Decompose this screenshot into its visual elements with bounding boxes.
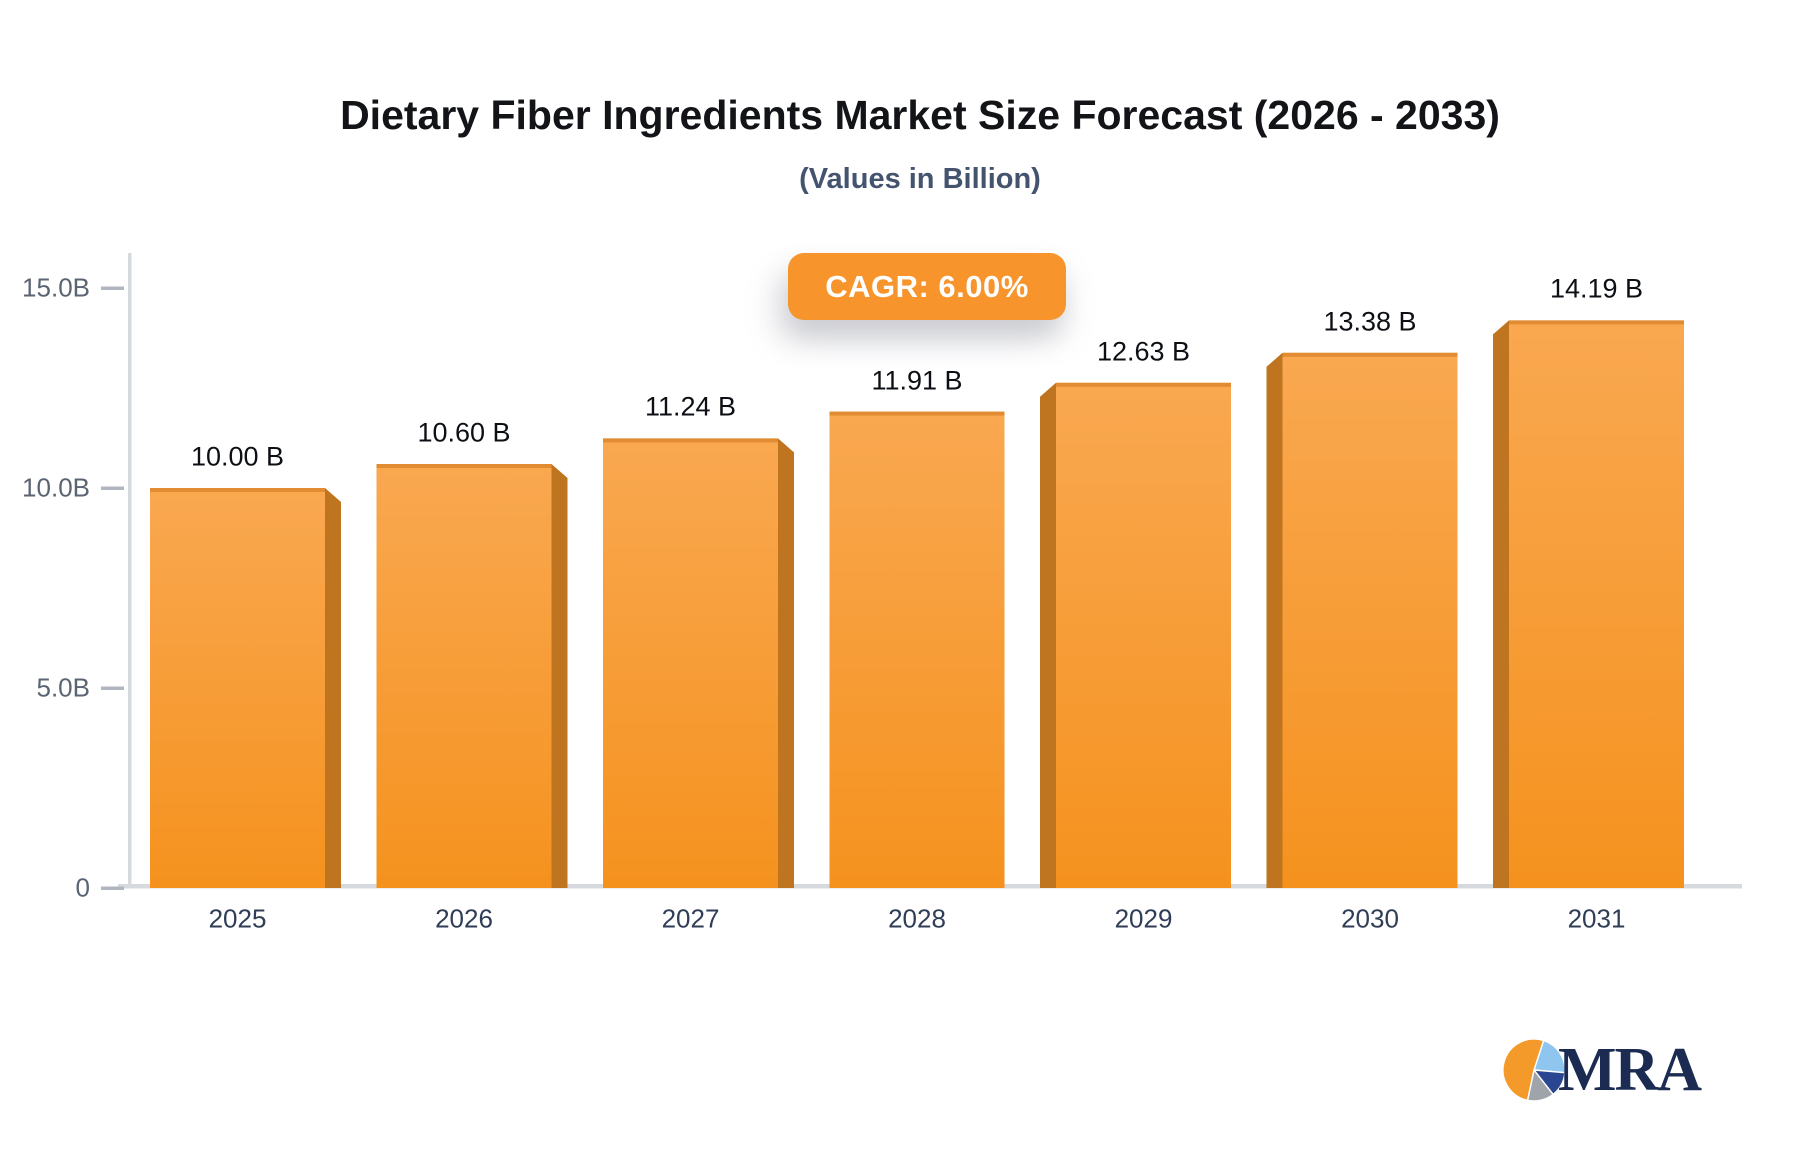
y-tick-label: 10.0B [22, 472, 90, 503]
bar-side-face [1040, 382, 1056, 888]
x-axis-category-label: 2026 [435, 903, 493, 934]
bar-top-edge [603, 438, 778, 443]
pie-slice [1533, 1039, 1566, 1074]
bar-2029 [1056, 382, 1231, 888]
bar-2025 [150, 488, 325, 888]
cagr-badge-label: CAGR: 6.00% [825, 268, 1029, 304]
y-tick-label: 15.0B [22, 272, 90, 303]
x-axis-category-label: 2030 [1341, 903, 1399, 934]
x-axis-category-label: 2027 [661, 903, 720, 934]
y-tick-label: 0 [75, 872, 90, 903]
bar-value-label: 11.24 B [644, 391, 737, 422]
bar-top-edge [829, 411, 1005, 416]
bar-2027 [603, 438, 778, 888]
bar-side-face [551, 464, 568, 888]
bar-2026 [376, 464, 552, 888]
cagr-badge: CAGR: 6.00% [788, 253, 1066, 320]
chart-subtitle: (Values in Billion) [799, 163, 1041, 195]
x-axis-category-label: 2031 [1567, 903, 1626, 934]
bar-value-label: 13.38 B [1323, 306, 1417, 337]
bar-top-edge [1056, 382, 1231, 387]
bar-side-face [1493, 320, 1509, 888]
x-axis-category-label: 2029 [1114, 903, 1173, 934]
bar-side-face [325, 488, 341, 888]
bar-top-edge [150, 488, 325, 492]
bar-2031 [1509, 320, 1684, 888]
bar-2030 [1282, 352, 1458, 888]
y-axis-line [128, 253, 132, 888]
bar-value-label: 11.91 B [871, 365, 963, 396]
y-tick-dash [101, 286, 124, 290]
y-tick-label: 5.0B [36, 672, 91, 703]
x-axis-category-label: 2028 [888, 903, 946, 934]
y-tick-dash [101, 686, 124, 690]
page-title: Dietary Fiber Ingredients Market Size Fo… [340, 92, 1500, 138]
logo-text: MRA [1558, 1036, 1702, 1104]
bar-value-label: 10.60 B [417, 417, 511, 448]
x-axis-category-label: 2025 [208, 903, 267, 934]
y-tick-dash [101, 886, 124, 890]
pie-chart-icon [1502, 1038, 1566, 1102]
bar-top-edge [1282, 352, 1458, 357]
bar-value-label: 12.63 B [1096, 336, 1191, 367]
y-tick-dash [101, 486, 124, 490]
bar-value-label: 10.00 B [190, 441, 285, 472]
bar-top-edge [1509, 320, 1684, 325]
bar-top-edge [376, 464, 552, 468]
mra-logo: MRA [1500, 1036, 1702, 1104]
bar-side-face [778, 438, 794, 888]
bar-value-label: 14.19 B [1549, 273, 1644, 304]
pie-slice [1502, 1038, 1545, 1102]
bar-side-face [1266, 352, 1283, 888]
bar-2028 [829, 411, 1005, 888]
